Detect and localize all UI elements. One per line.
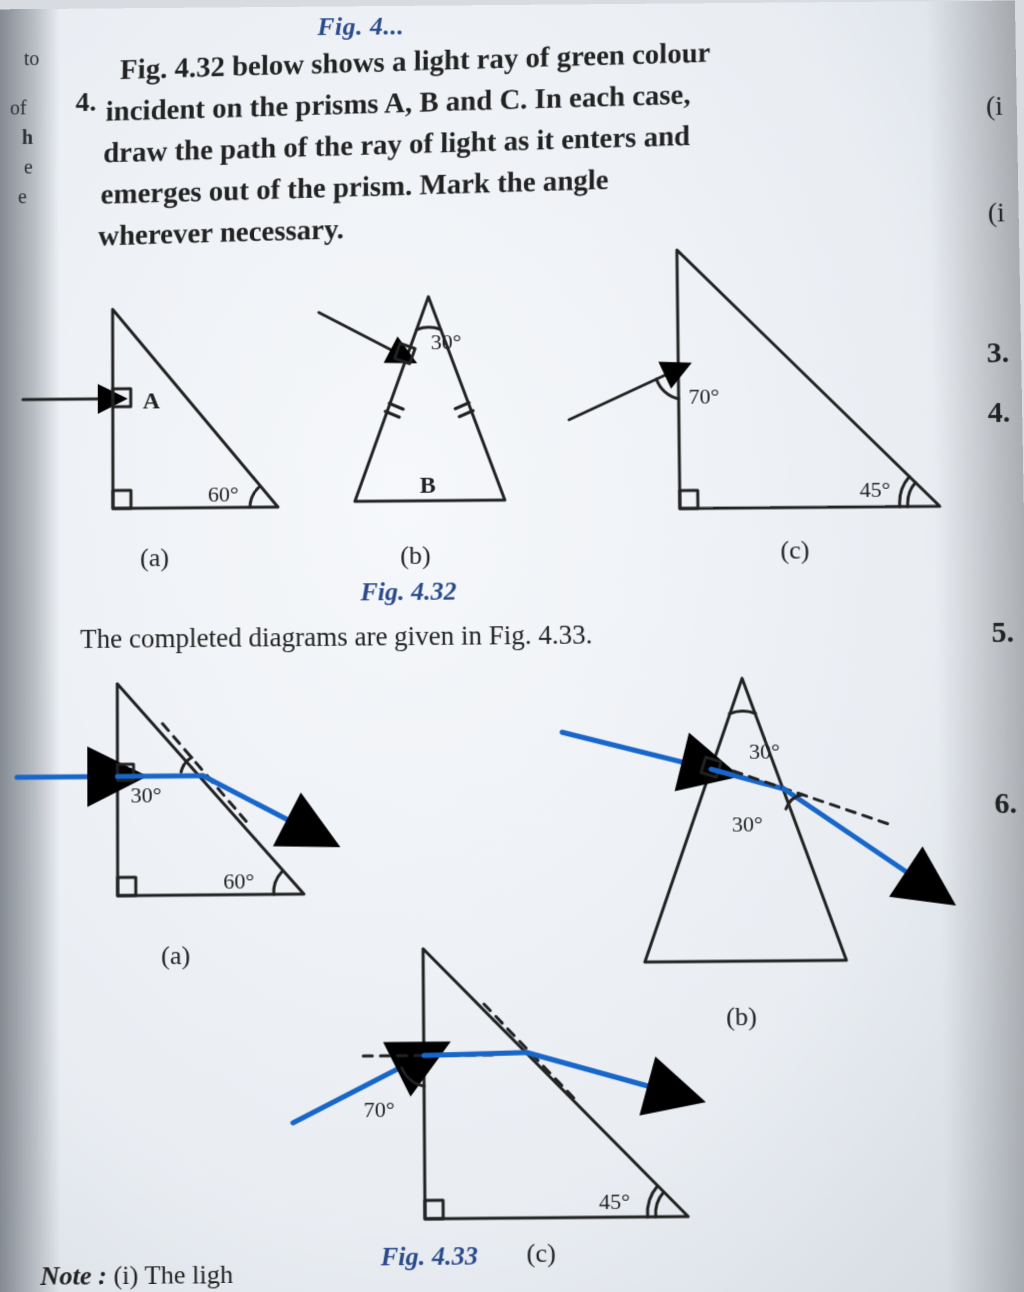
- fig433a-top: 30°: [131, 782, 162, 808]
- question-number: 4.: [76, 87, 97, 119]
- note-line: Note : (i) The ligh: [40, 1259, 233, 1291]
- fig432c-label: (c): [780, 535, 809, 565]
- fig432b-apex: 30°: [431, 329, 462, 354]
- margin-num-6: 6.: [994, 787, 1017, 822]
- fig432-caption: Fig. 4.32: [360, 577, 456, 608]
- margin-fragment-of: of: [10, 98, 27, 121]
- fig433a-label: (a): [161, 941, 190, 972]
- fig432-a: 60° A: [18, 288, 318, 550]
- fig432b-label: (b): [400, 541, 431, 571]
- binding-gutter: [0, 9, 61, 1292]
- fig432c-in: 70°: [688, 383, 719, 408]
- fig433c-in: 70°: [364, 1096, 395, 1122]
- margin-fragment-to: to: [24, 48, 39, 71]
- question-text: Fig. 4.32 below shows a light ray of gre…: [118, 27, 875, 257]
- margin-paren-1: (i: [986, 91, 1004, 123]
- fig433-c: 45° 70°: [272, 931, 719, 1261]
- fig433-caption: Fig. 4.33: [381, 1241, 479, 1273]
- margin-num-5: 5.: [991, 616, 1014, 650]
- fig433c-base: 45°: [599, 1188, 630, 1214]
- fig433b-mid: 30°: [732, 811, 763, 837]
- answer-text: The completed diagrams are given in Fig.…: [80, 617, 902, 655]
- fig432a-label: (a): [140, 543, 169, 573]
- fig432a-letter: A: [143, 388, 161, 414]
- margin-fragment-h: h: [22, 127, 33, 150]
- fig433-a: 60° 30°: [12, 661, 375, 947]
- fig433b-apex: 30°: [749, 738, 780, 764]
- margin-num-4: 4.: [987, 396, 1010, 430]
- top-fig-fragment: Fig. 4...: [317, 12, 404, 42]
- fig433c-label: (c): [526, 1238, 556, 1269]
- fig432c-base: 45°: [859, 477, 890, 502]
- fig433b-label: (b): [726, 1002, 757, 1033]
- fig432a-angle: 60°: [208, 481, 239, 506]
- fig433a-base: 60°: [223, 868, 254, 894]
- margin-fragment-e2: e: [18, 186, 27, 209]
- margin-paren-2: (i: [987, 198, 1005, 230]
- margin-num-3: 3.: [986, 336, 1009, 370]
- fig432b-letter: B: [420, 473, 436, 499]
- page: to of h e e Fig. 4... 4. Fig. 4.32 below…: [0, 1, 1024, 1292]
- note-body: (i) The ligh: [113, 1259, 233, 1290]
- note-lead: Note :: [40, 1261, 107, 1291]
- fig432-b: 30° B: [299, 271, 560, 542]
- margin-fragment-e1: e: [24, 157, 33, 180]
- fig432-c: 45° 70°: [537, 228, 970, 550]
